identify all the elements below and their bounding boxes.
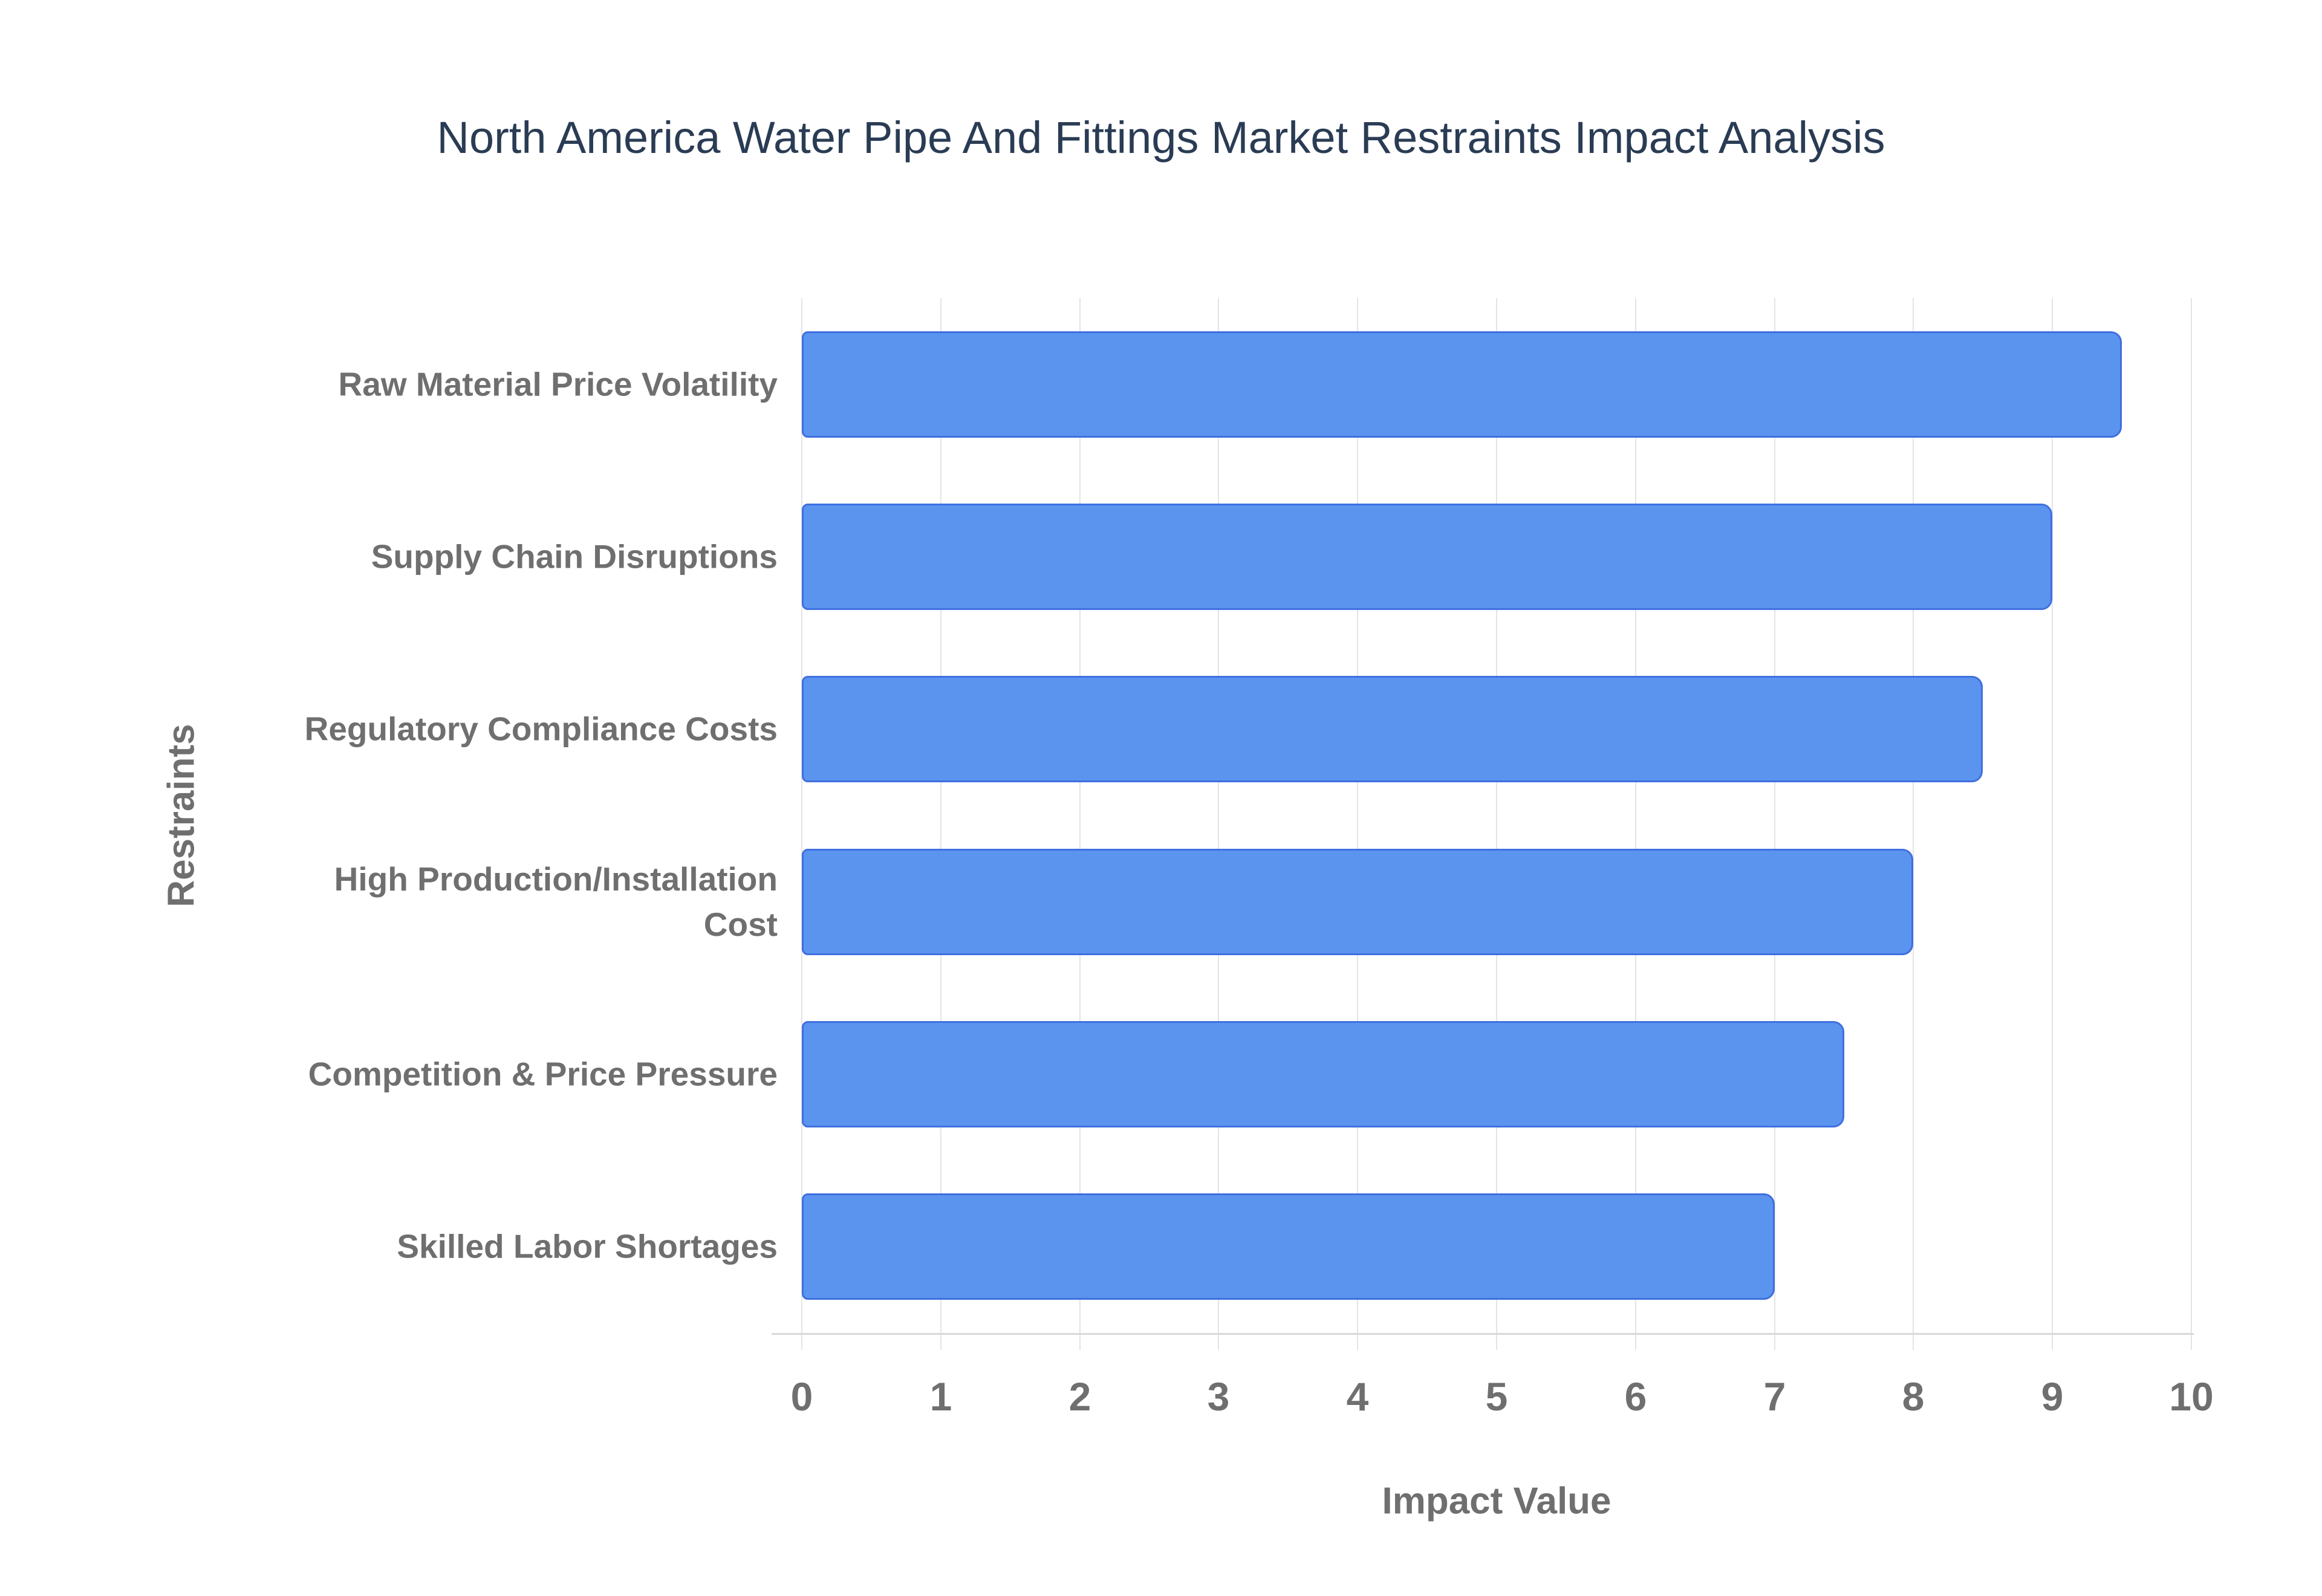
category-label-3: High Production/Installation Cost — [334, 860, 778, 943]
x-tick-label-0: 0 — [790, 1374, 813, 1419]
bar-5 — [802, 1193, 1775, 1300]
category-label-2: Regulatory Compliance Costs — [304, 710, 778, 748]
gridline-x-3 — [1218, 298, 1220, 1350]
bar-0 — [802, 331, 2122, 438]
x-tick-label-3: 3 — [1207, 1374, 1230, 1419]
gridline-x-4 — [1357, 298, 1359, 1350]
x-tick-label-4: 4 — [1346, 1374, 1369, 1419]
x-tick-label-9: 9 — [2041, 1374, 2064, 1419]
x-tick-label-2: 2 — [1068, 1374, 1091, 1419]
gridline-x-0 — [801, 298, 802, 1350]
gridline-x-10 — [2191, 298, 2192, 1350]
x-tick-label-6: 6 — [1624, 1374, 1647, 1419]
gridline-x-9 — [2052, 298, 2054, 1350]
gridline-x-8 — [1913, 298, 1914, 1350]
category-label-0: Raw Material Price Volatility — [338, 365, 778, 403]
bar-1 — [802, 504, 2052, 610]
x-axis-line — [772, 1333, 2194, 1335]
plot-area — [801, 298, 2192, 1350]
x-tick-label-8: 8 — [1902, 1374, 1925, 1419]
x-tick-label-7: 7 — [1763, 1374, 1786, 1419]
gridline-x-2 — [1079, 298, 1081, 1350]
gridline-x-7 — [1774, 298, 1775, 1350]
x-tick-label-5: 5 — [1485, 1374, 1508, 1419]
gridline-x-5 — [1496, 298, 1497, 1350]
category-label-4: Competition & Price Pressure — [308, 1055, 778, 1093]
gridline-x-1 — [940, 298, 941, 1350]
x-tick-label-10: 10 — [2169, 1374, 2214, 1419]
category-label-5: Skilled Labor Shortages — [397, 1227, 778, 1265]
chart-title: North America Water Pipe And Fittings Ma… — [437, 112, 1885, 163]
gridline-x-6 — [1634, 298, 1636, 1350]
category-label-1: Supply Chain Disruptions — [371, 537, 778, 576]
bar-4 — [802, 1021, 1844, 1127]
bar-2 — [802, 676, 1983, 782]
y-axis-title: Restraints — [160, 724, 203, 907]
x-tick-label-1: 1 — [929, 1374, 952, 1419]
x-axis-title: Impact Value — [1382, 1480, 1611, 1522]
bar-3 — [802, 849, 1913, 955]
